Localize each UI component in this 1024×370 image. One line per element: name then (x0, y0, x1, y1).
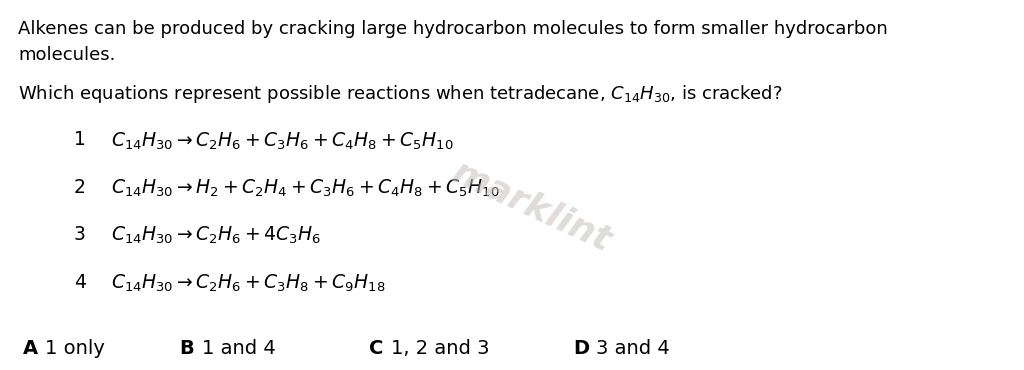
Text: molecules.: molecules. (18, 46, 116, 64)
Text: $C_{14}H_{30} \rightarrow H_{2} + C_{2}H_{4} + C_{3}H_{6} + C_{4}H_{8} + C_{5}H_: $C_{14}H_{30} \rightarrow H_{2} + C_{2}H… (111, 178, 500, 199)
Text: $C_{14}H_{30} \rightarrow C_{2}H_{6} + C_{3}H_{6} + C_{4}H_{8} + C_{5}H_{10}$: $C_{14}H_{30} \rightarrow C_{2}H_{6} + C… (111, 130, 454, 152)
Text: 3: 3 (74, 225, 86, 244)
Text: 2: 2 (74, 178, 86, 196)
Text: marklint: marklint (447, 155, 617, 259)
Text: 1 only: 1 only (45, 339, 104, 357)
Text: Alkenes can be produced by cracking large hydrocarbon molecules to form smaller : Alkenes can be produced by cracking larg… (18, 20, 888, 38)
Text: Which equations represent possible reactions when tetradecane, $C_{14}H_{30}$, i: Which equations represent possible react… (18, 83, 783, 105)
Text: 1, 2 and 3: 1, 2 and 3 (391, 339, 489, 357)
Text: B: B (179, 339, 194, 357)
Text: A: A (23, 339, 38, 357)
Text: $C_{14}H_{30} \rightarrow C_{2}H_{6} + C_{3}H_{8} + C_{9}H_{18}$: $C_{14}H_{30} \rightarrow C_{2}H_{6} + C… (111, 273, 385, 295)
Text: C: C (369, 339, 383, 357)
Text: 1: 1 (74, 130, 86, 149)
Text: 4: 4 (74, 273, 86, 292)
Text: $C_{14}H_{30} \rightarrow C_{2}H_{6} + 4C_{3}H_{6}$: $C_{14}H_{30} \rightarrow C_{2}H_{6} + 4… (111, 225, 321, 246)
Text: 1 and 4: 1 and 4 (202, 339, 275, 357)
Text: D: D (573, 339, 590, 357)
Text: 3 and 4: 3 and 4 (596, 339, 670, 357)
